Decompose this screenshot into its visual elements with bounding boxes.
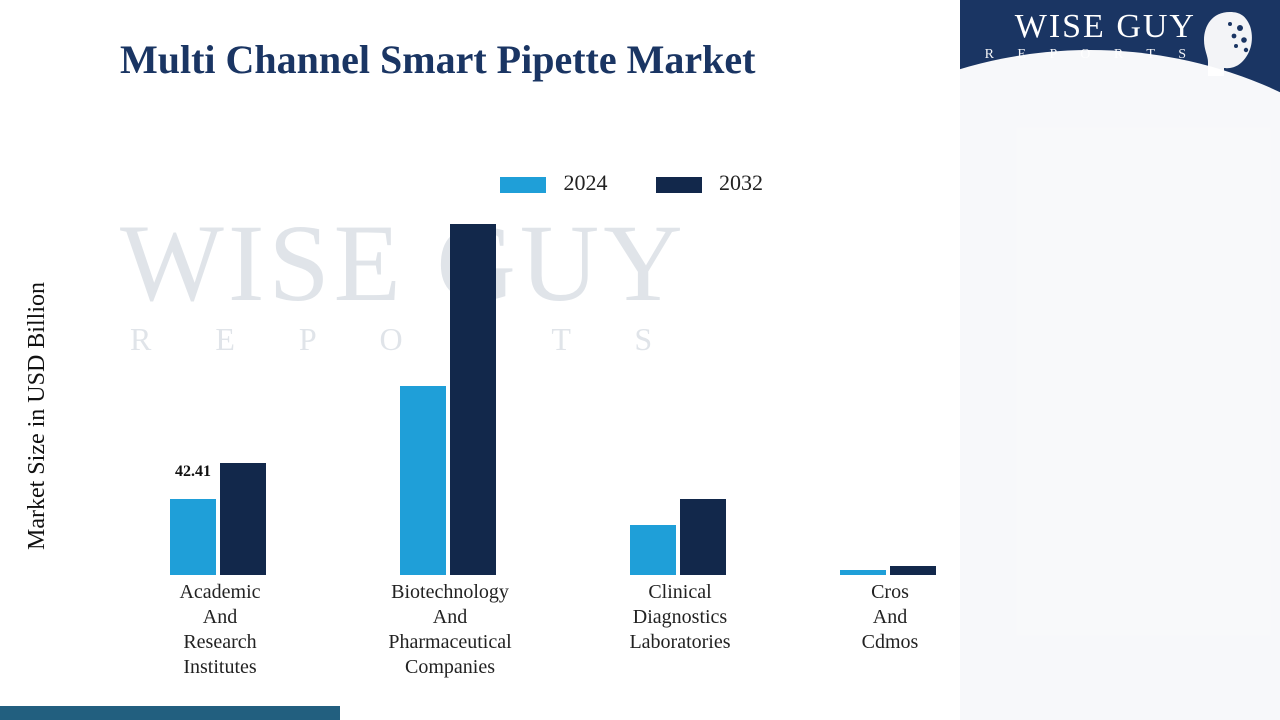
bar-2024 bbox=[170, 499, 216, 575]
infographic-canvas: WISE GUY R E P O R T S Multi Channel Sma… bbox=[0, 0, 1280, 720]
bottom-accent-bar bbox=[0, 706, 340, 720]
bar-2032 bbox=[450, 224, 496, 575]
chart-plot: 42.41 bbox=[100, 165, 920, 575]
brand-logo: WISE GUY R E P O R T S bbox=[985, 10, 1260, 62]
bar-2024 bbox=[840, 570, 886, 575]
x-axis-label: AcademicAndResearchInstitutes bbox=[130, 580, 310, 680]
y-axis-label: Market Size in USD Billion bbox=[24, 282, 51, 550]
chart-title: Multi Channel Smart Pipette Market bbox=[120, 36, 755, 83]
bar-2024 bbox=[630, 525, 676, 575]
x-axis-label: BiotechnologyAndPharmaceuticalCompanies bbox=[360, 580, 540, 680]
bar-2032 bbox=[890, 566, 936, 575]
bar-group bbox=[830, 215, 950, 575]
bar-2032 bbox=[680, 499, 726, 575]
brand-name: WISE GUY bbox=[985, 10, 1196, 44]
bar-group bbox=[390, 215, 510, 575]
head-icon bbox=[1200, 10, 1260, 80]
x-axis-label: CrosAndCdmos bbox=[800, 580, 980, 655]
bar-2032 bbox=[220, 463, 266, 575]
bar-value-label: 42.41 bbox=[175, 463, 211, 481]
x-axis-label: ClinicalDiagnosticsLaboratories bbox=[590, 580, 770, 655]
bar-group bbox=[620, 215, 740, 575]
bar-2024 bbox=[400, 386, 446, 575]
bars-area: 42.41 bbox=[100, 215, 920, 575]
brand-subtitle: R E P O R T S bbox=[985, 48, 1196, 62]
bar-group: 42.41 bbox=[160, 215, 280, 575]
